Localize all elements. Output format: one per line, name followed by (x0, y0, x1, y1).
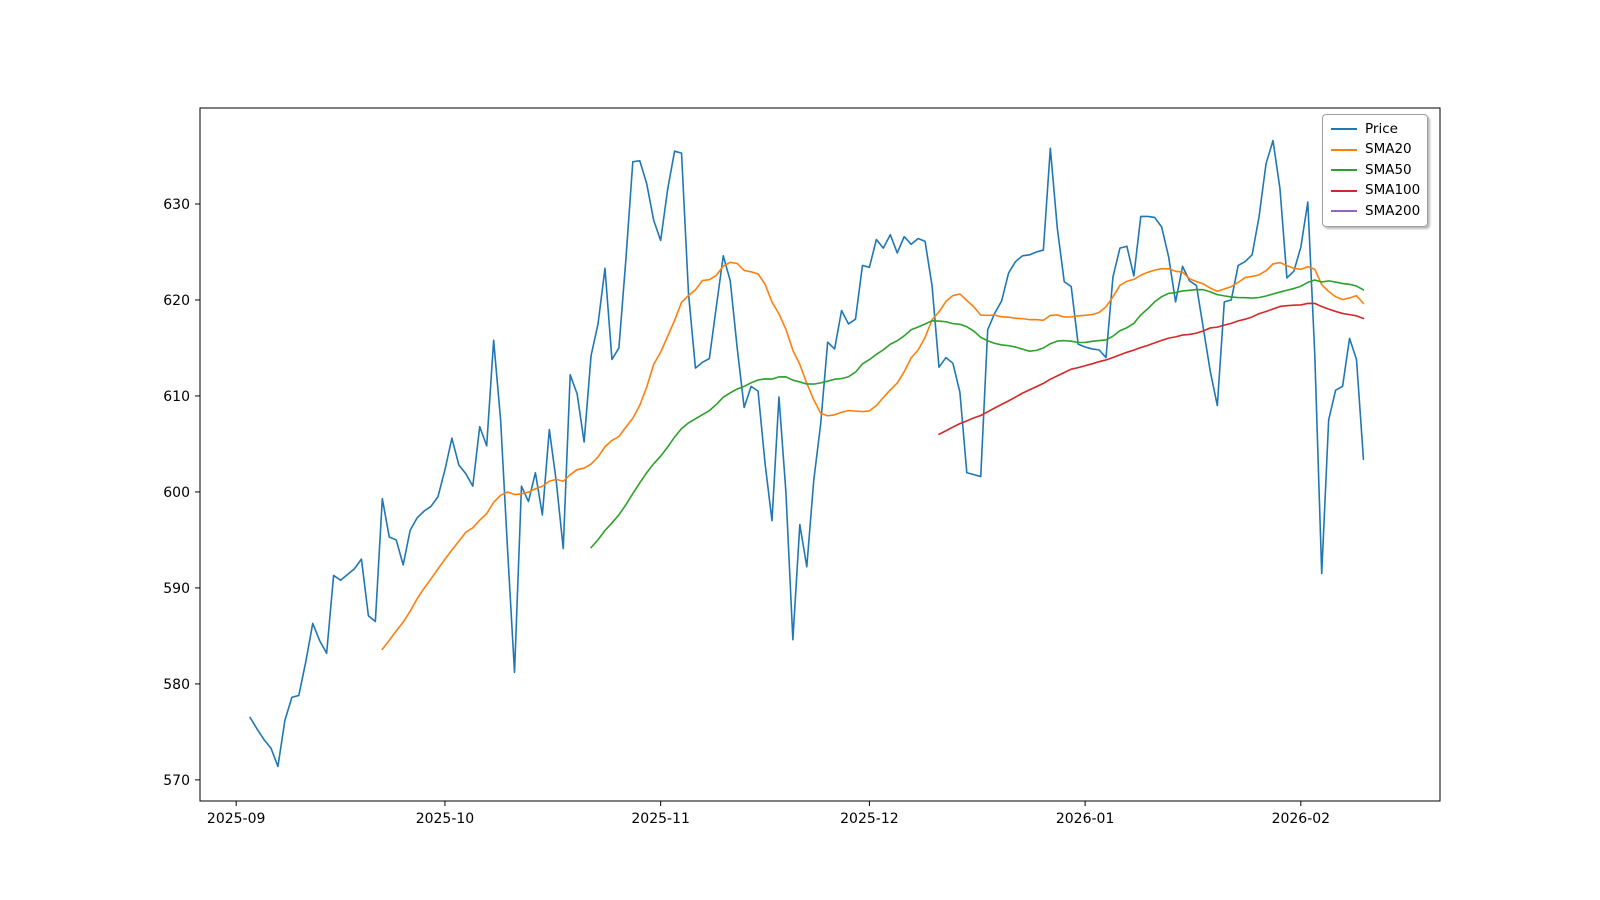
legend-entry-sma50: SMA50 (1323, 160, 1427, 181)
legend: Price SMA20 SMA50 SMA100 SMA200 (1322, 114, 1428, 227)
series-line-sma20 (381, 261, 1365, 651)
x-tick-label: 2025-12 (840, 811, 899, 827)
legend-label: Price (1365, 120, 1398, 137)
legend-line-sample-sma200 (1331, 210, 1357, 213)
legend-entry-sma200: SMA200 (1323, 201, 1427, 222)
y-axis: 570 580 590 600 610 620 630 (163, 197, 200, 789)
y-tick-label: 590 (163, 581, 190, 597)
y-tick-label: 610 (163, 389, 190, 405)
legend-entry-sma20: SMA20 (1323, 140, 1427, 161)
legend-entry-sma100: SMA100 (1323, 181, 1427, 202)
y-tick-label: 580 (163, 677, 190, 693)
legend-label: SMA200 (1365, 202, 1421, 219)
y-tick-label: 630 (163, 197, 190, 213)
x-axis: 2025-09 2025-10 2025-11 2025-12 2026-01 2026-… (207, 801, 1330, 827)
y-tick-label: 620 (163, 293, 190, 309)
legend-label: SMA100 (1365, 182, 1421, 198)
series-line-price (249, 139, 1365, 768)
legend-entry-price: Price (1323, 119, 1427, 140)
legend-line-sample-price (1331, 128, 1357, 131)
legend-line-sample-sma50 (1331, 169, 1357, 172)
legend-label: SMA20 (1365, 141, 1412, 157)
legend-line-sample-sma20 (1331, 148, 1357, 151)
x-tick-label: 2025-10 (416, 811, 475, 827)
axes-frame (199, 107, 1441, 802)
x-tick-label: 2025-11 (631, 811, 690, 827)
legend-line-sample-sma100 (1331, 189, 1357, 192)
legend-label: SMA50 (1365, 161, 1412, 178)
y-tick-label: 570 (163, 773, 190, 789)
series-line-sma50 (590, 279, 1365, 549)
y-tick-label: 600 (163, 485, 190, 501)
x-tick-label: 2026-02 (1272, 811, 1331, 827)
series-line-sma100 (938, 302, 1365, 436)
x-tick-label: 2026-01 (1056, 811, 1115, 827)
x-tick-label: 2025-09 (207, 811, 266, 827)
